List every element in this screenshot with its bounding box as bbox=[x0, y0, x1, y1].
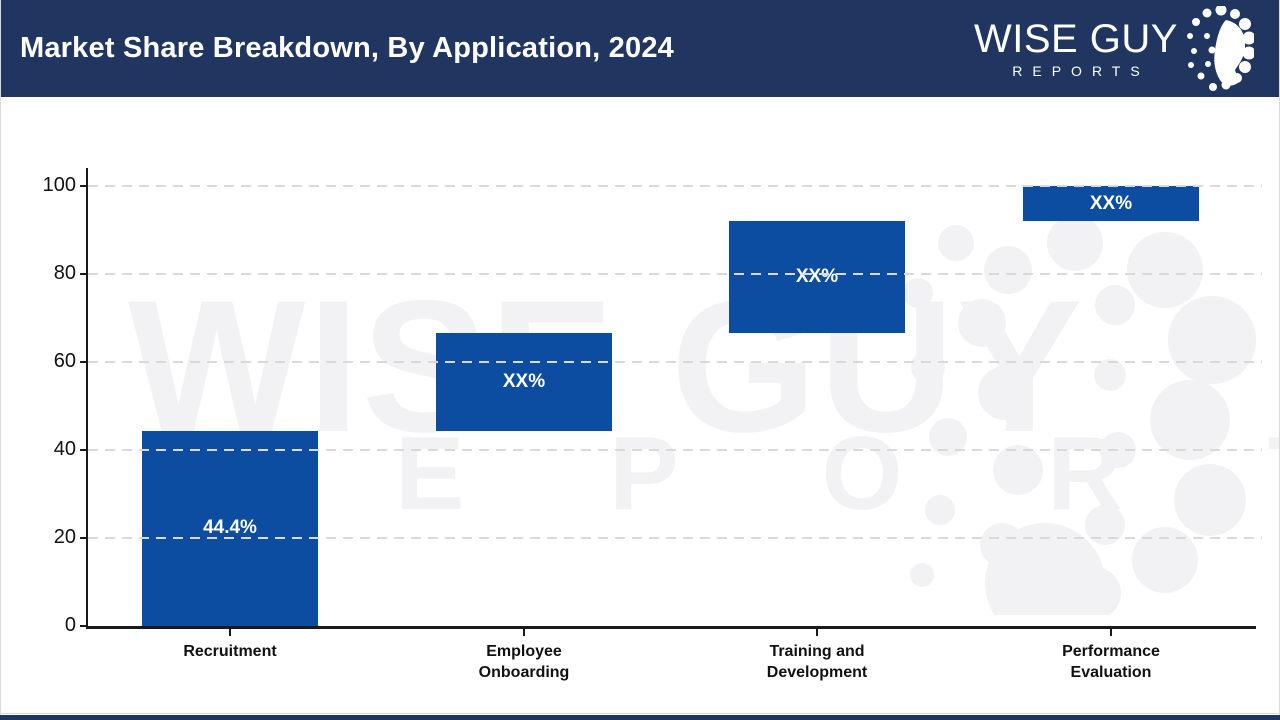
y-tick-mark bbox=[80, 185, 88, 187]
x-tick-mark bbox=[1110, 629, 1112, 636]
logo-text: WISE GUY REPORTS bbox=[974, 19, 1178, 78]
y-tick-label: 60 bbox=[53, 350, 76, 372]
dot-head-watermark-icon bbox=[903, 215, 1256, 615]
category-label: Employee Onboarding bbox=[478, 643, 570, 681]
bar-label: XX% bbox=[1089, 192, 1133, 214]
page-title: Market Share Breakdown, By Application, … bbox=[20, 32, 674, 64]
bar: XX% bbox=[1023, 186, 1199, 222]
y-tick-label: 40 bbox=[53, 438, 76, 460]
footer-hairline bbox=[0, 713, 1280, 714]
logo-wordmark: WISE GUY bbox=[973, 17, 1178, 61]
x-axis-spine bbox=[86, 626, 1256, 629]
y-tick-mark bbox=[80, 537, 88, 539]
gridline bbox=[88, 537, 1262, 539]
header: Market Share Breakdown, By Application, … bbox=[0, 0, 1280, 97]
y-tick-label: 0 bbox=[64, 614, 76, 636]
y-tick-mark bbox=[80, 361, 88, 363]
watermark-head-dots bbox=[903, 215, 1256, 615]
y-tick-mark bbox=[80, 449, 88, 451]
y-tick-mark bbox=[80, 273, 88, 275]
bar: XX% bbox=[729, 221, 905, 333]
bar-label: XX% bbox=[795, 265, 839, 287]
dot-head-logo-icon bbox=[1187, 5, 1254, 91]
category-label: Recruitment bbox=[183, 643, 277, 660]
y-tick-label: 100 bbox=[42, 174, 76, 196]
y-tick-label: 20 bbox=[53, 526, 76, 548]
category-label: Training and Development bbox=[766, 643, 868, 681]
y-tick-label: 80 bbox=[53, 262, 76, 284]
logo-reports-label: REPORTS bbox=[1012, 63, 1150, 79]
bar: 44.4% bbox=[142, 430, 318, 626]
bar-label: XX% bbox=[502, 370, 546, 392]
gridline bbox=[88, 273, 1262, 275]
x-tick-mark bbox=[816, 629, 818, 636]
footer-bar bbox=[0, 715, 1280, 720]
bar: XX% bbox=[436, 332, 612, 431]
logo: WISE GUY REPORTS bbox=[974, 5, 1254, 92]
y-tick-mark bbox=[80, 625, 88, 627]
gridline bbox=[88, 449, 1262, 451]
gridline bbox=[88, 361, 1262, 363]
category-label: Performance Evaluation bbox=[1062, 643, 1160, 681]
x-tick-mark bbox=[229, 629, 231, 636]
x-tick-mark bbox=[523, 629, 525, 636]
gridline bbox=[88, 185, 1262, 187]
y-axis-spine bbox=[86, 168, 88, 629]
bar-label: 44.4% bbox=[203, 517, 257, 539]
